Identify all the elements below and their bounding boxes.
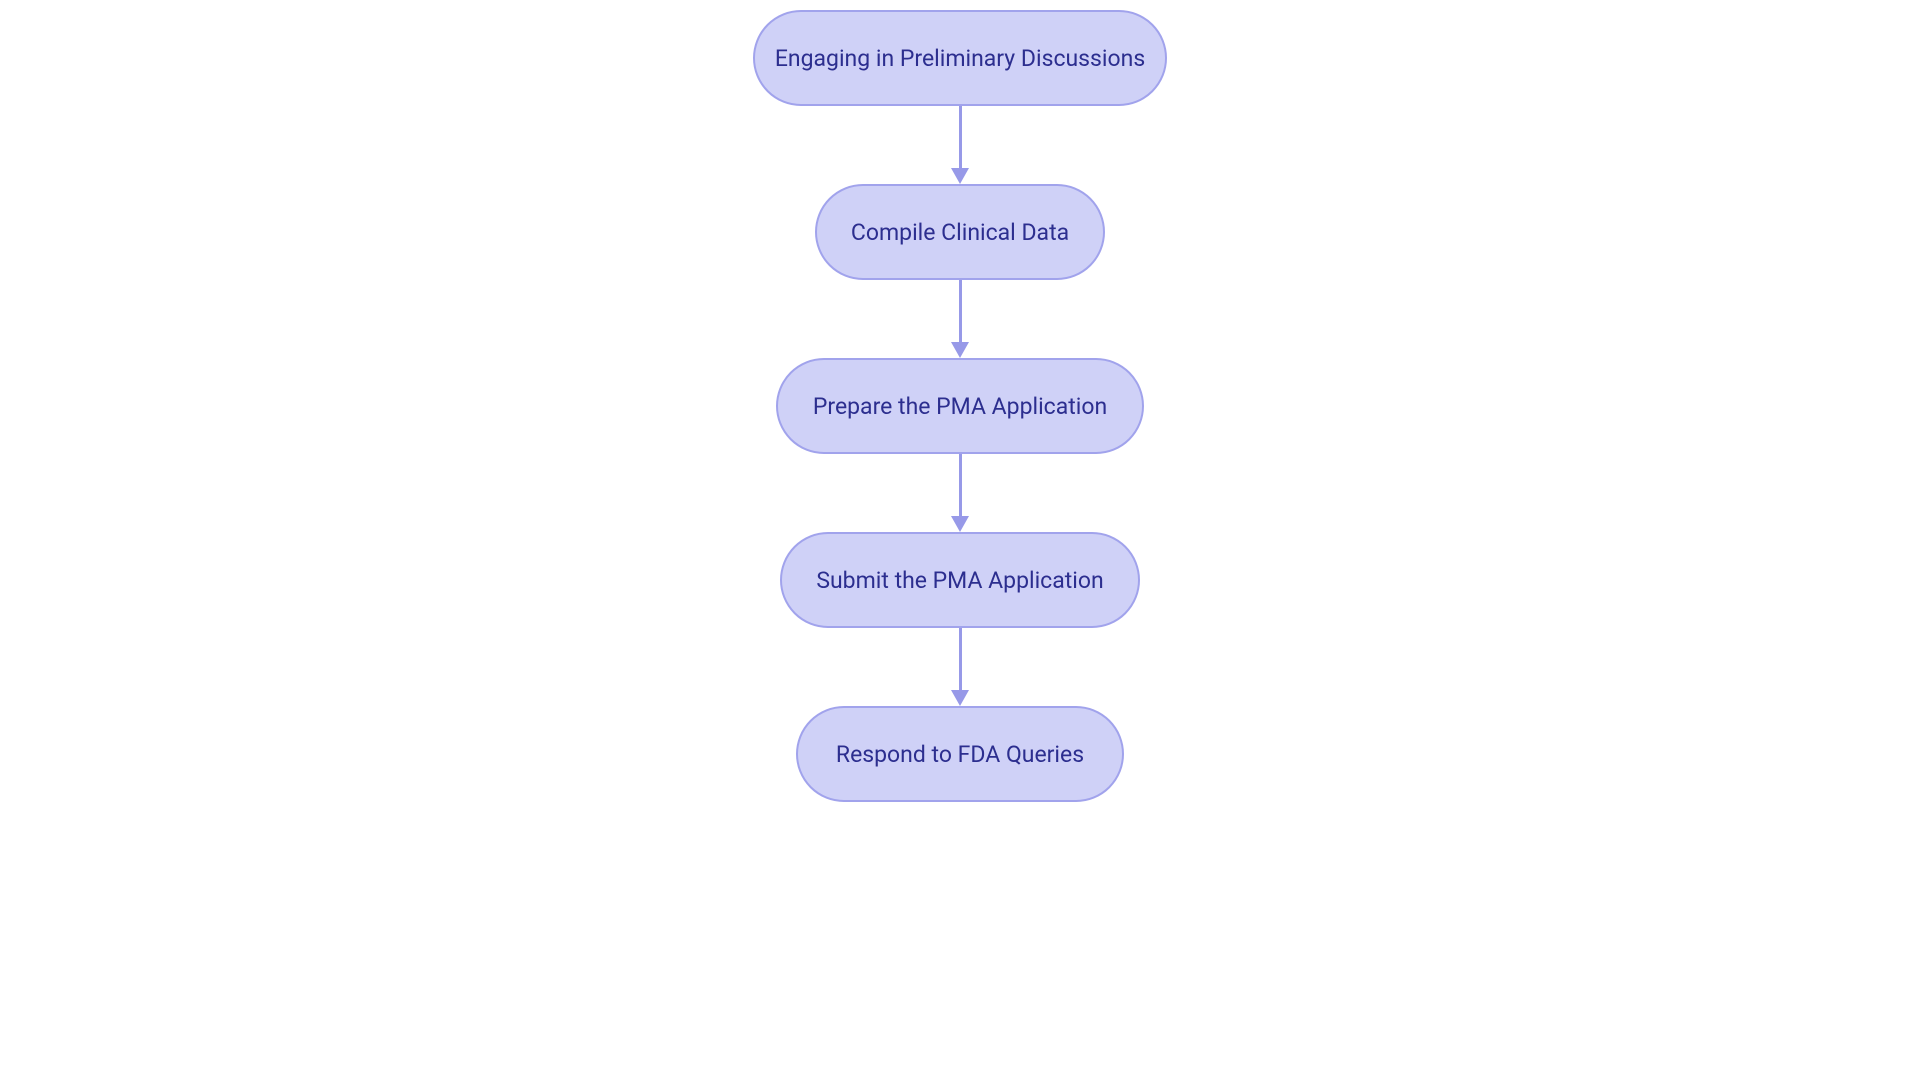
arrow-line bbox=[959, 628, 962, 690]
flowchart-arrow bbox=[951, 280, 969, 358]
flowchart-arrow bbox=[951, 628, 969, 706]
node-label: Prepare the PMA Application bbox=[813, 393, 1107, 420]
flowchart-arrow bbox=[951, 454, 969, 532]
flowchart-arrow bbox=[951, 106, 969, 184]
node-label: Submit the PMA Application bbox=[816, 567, 1103, 594]
arrow-head-icon bbox=[951, 168, 969, 184]
flowchart-node-n2: Compile Clinical Data bbox=[815, 184, 1105, 280]
flowchart-node-n1: Engaging in Preliminary Discussions bbox=[753, 10, 1167, 106]
arrow-line bbox=[959, 454, 962, 516]
flowchart-container: Engaging in Preliminary Discussions Compi… bbox=[660, 10, 1260, 802]
arrow-head-icon bbox=[951, 516, 969, 532]
node-label: Engaging in Preliminary Discussions bbox=[775, 45, 1145, 72]
arrow-head-icon bbox=[951, 690, 969, 706]
arrow-head-icon bbox=[951, 342, 969, 358]
node-label: Respond to FDA Queries bbox=[836, 741, 1084, 768]
arrow-line bbox=[959, 106, 962, 168]
flowchart-node-n3: Prepare the PMA Application bbox=[776, 358, 1144, 454]
flowchart-node-n5: Respond to FDA Queries bbox=[796, 706, 1124, 802]
arrow-line bbox=[959, 280, 962, 342]
node-label: Compile Clinical Data bbox=[851, 219, 1069, 246]
flowchart-node-n4: Submit the PMA Application bbox=[780, 532, 1140, 628]
